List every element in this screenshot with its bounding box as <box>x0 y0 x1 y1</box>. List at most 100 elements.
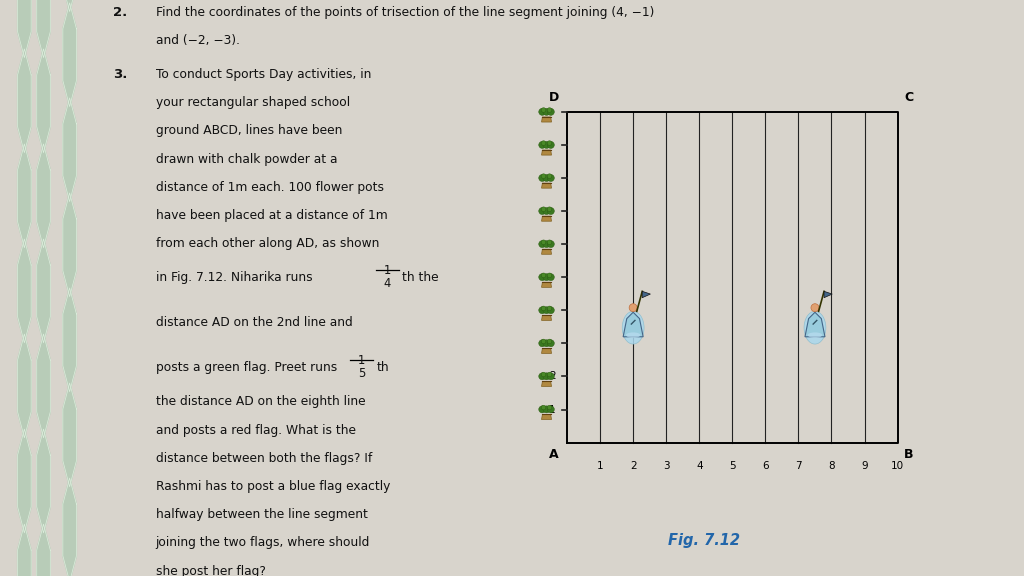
Text: th the: th the <box>402 271 439 284</box>
Ellipse shape <box>808 332 822 338</box>
Polygon shape <box>542 348 552 354</box>
Circle shape <box>547 306 554 314</box>
Circle shape <box>547 406 554 413</box>
Circle shape <box>542 240 546 245</box>
Polygon shape <box>62 478 77 576</box>
Polygon shape <box>824 291 833 298</box>
Circle shape <box>542 141 546 145</box>
Polygon shape <box>62 3 77 107</box>
Text: have been placed at a distance of 1m: have been placed at a distance of 1m <box>156 209 387 222</box>
Polygon shape <box>17 239 31 343</box>
Text: Rashmi has to post a blue flag exactly: Rashmi has to post a blue flag exactly <box>156 480 390 493</box>
Circle shape <box>547 372 552 377</box>
Text: 1: 1 <box>358 354 366 367</box>
Ellipse shape <box>626 332 640 338</box>
Circle shape <box>539 373 546 380</box>
Text: 9: 9 <box>861 461 868 471</box>
Text: the distance AD on the eighth line: the distance AD on the eighth line <box>156 395 366 408</box>
Text: ground ABCD, lines have been: ground ABCD, lines have been <box>156 124 342 137</box>
Circle shape <box>542 174 546 179</box>
Circle shape <box>543 141 550 149</box>
Text: Find the coordinates of the points of trisection of the line segment joining (4,: Find the coordinates of the points of tr… <box>156 6 654 19</box>
Circle shape <box>547 241 554 248</box>
Circle shape <box>547 373 554 380</box>
Text: your rectangular shaped school: your rectangular shaped school <box>156 96 350 109</box>
Circle shape <box>543 207 550 214</box>
Polygon shape <box>62 0 77 12</box>
Circle shape <box>539 241 546 248</box>
Circle shape <box>547 108 552 112</box>
Polygon shape <box>37 239 50 343</box>
Text: 1: 1 <box>549 404 555 415</box>
Circle shape <box>542 273 546 278</box>
Polygon shape <box>62 288 77 392</box>
Text: th: th <box>377 362 389 374</box>
Polygon shape <box>542 249 552 254</box>
Text: 6: 6 <box>762 461 769 471</box>
Text: 4: 4 <box>696 461 702 471</box>
Circle shape <box>539 306 546 314</box>
Polygon shape <box>17 524 31 576</box>
Text: in Fig. 7.12. Niharika runs: in Fig. 7.12. Niharika runs <box>156 271 316 284</box>
Circle shape <box>547 175 554 181</box>
Circle shape <box>542 372 546 377</box>
Polygon shape <box>805 312 825 337</box>
Text: C: C <box>904 91 913 104</box>
Polygon shape <box>542 183 552 188</box>
Polygon shape <box>62 383 77 487</box>
Circle shape <box>629 304 637 312</box>
Text: and posts a red flag. What is the: and posts a red flag. What is the <box>156 423 355 437</box>
Text: halfway between the line segment: halfway between the line segment <box>156 508 368 521</box>
Circle shape <box>811 304 819 312</box>
Circle shape <box>547 174 552 179</box>
Circle shape <box>539 108 546 115</box>
Polygon shape <box>17 0 31 58</box>
Circle shape <box>547 274 554 281</box>
Circle shape <box>543 406 550 413</box>
Text: 3: 3 <box>663 461 670 471</box>
Polygon shape <box>542 216 552 221</box>
Circle shape <box>543 175 550 181</box>
Text: 2: 2 <box>549 372 555 381</box>
Text: 5: 5 <box>729 461 735 471</box>
Circle shape <box>539 141 546 149</box>
Text: distance of 1m each. 100 flower pots: distance of 1m each. 100 flower pots <box>156 181 384 194</box>
Polygon shape <box>62 193 77 297</box>
Polygon shape <box>624 312 643 337</box>
Polygon shape <box>62 98 77 202</box>
Circle shape <box>542 207 546 211</box>
Circle shape <box>543 373 550 380</box>
Text: drawn with chalk powder at a: drawn with chalk powder at a <box>156 153 337 165</box>
Polygon shape <box>37 49 50 153</box>
Circle shape <box>543 306 550 314</box>
Circle shape <box>547 141 554 149</box>
Text: from each other along AD, as shown: from each other along AD, as shown <box>156 237 379 250</box>
Polygon shape <box>542 150 552 155</box>
Text: and (−2, −3).: and (−2, −3). <box>156 34 240 47</box>
Circle shape <box>547 340 554 347</box>
Circle shape <box>542 406 546 410</box>
Circle shape <box>547 306 552 310</box>
Text: distance between both the flags? If: distance between both the flags? If <box>156 452 372 465</box>
Ellipse shape <box>804 312 826 344</box>
Text: 1: 1 <box>597 461 603 471</box>
Polygon shape <box>37 524 50 576</box>
Text: joining the two flags, where should: joining the two flags, where should <box>156 536 370 550</box>
Circle shape <box>547 207 552 211</box>
Polygon shape <box>37 429 50 533</box>
Circle shape <box>543 241 550 248</box>
Polygon shape <box>17 334 31 438</box>
Text: Fig. 7.12: Fig. 7.12 <box>668 533 739 548</box>
Text: 5: 5 <box>358 367 366 380</box>
Polygon shape <box>37 334 50 438</box>
Polygon shape <box>642 291 650 298</box>
Text: 2.: 2. <box>113 6 127 19</box>
Ellipse shape <box>623 312 644 344</box>
Circle shape <box>547 108 554 115</box>
Text: 8: 8 <box>828 461 835 471</box>
Circle shape <box>542 108 546 112</box>
Text: she post her flag?: she post her flag? <box>156 564 265 576</box>
Polygon shape <box>17 429 31 533</box>
Circle shape <box>543 274 550 281</box>
Text: 2: 2 <box>630 461 637 471</box>
